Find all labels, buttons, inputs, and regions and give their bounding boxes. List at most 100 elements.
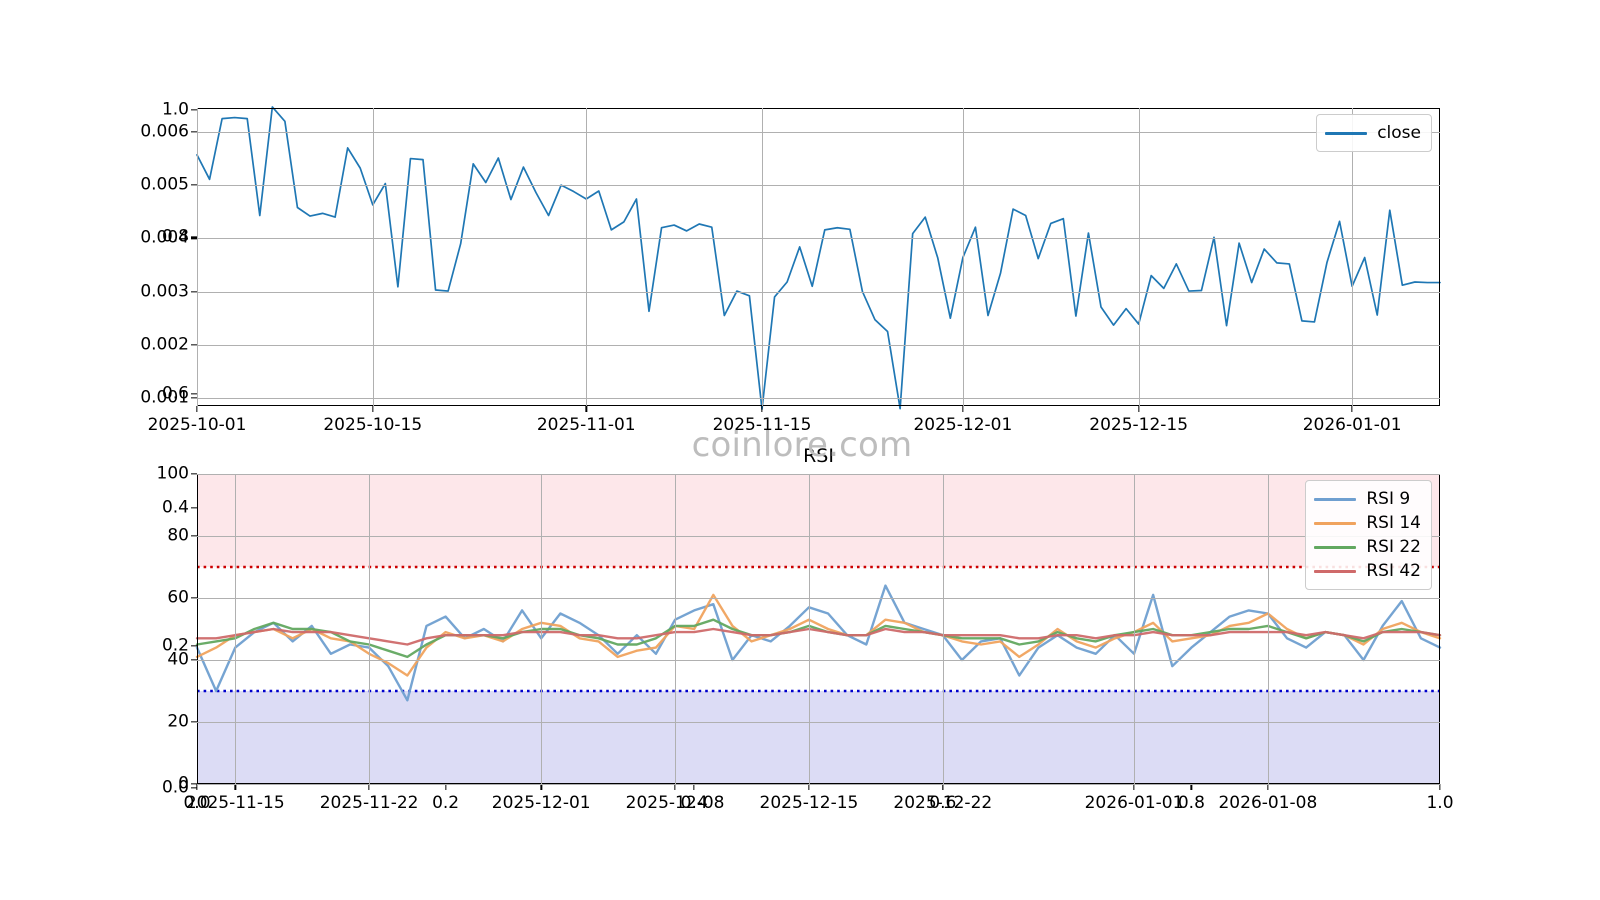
rsi-y-tick-label: 80 xyxy=(167,525,189,546)
overbought-band xyxy=(197,474,1440,567)
rsi-x-tick-label: 2025-12-01 xyxy=(491,793,591,813)
rsi-overlay-x-tick-label: 0.8 xyxy=(1177,793,1205,813)
price-y-tick-label: 0.001 xyxy=(140,387,189,408)
gridline-vertical xyxy=(369,474,371,784)
price-y-tick-label: 0.005 xyxy=(140,174,189,195)
gridline-horizontal xyxy=(197,474,1440,475)
y-tick-mark xyxy=(191,397,197,399)
rsi-overlay-x-tick-label: 0.6 xyxy=(929,793,957,813)
rsi-legend[interactable]: RSI 9 RSI 14 RSI 22 RSI 42 xyxy=(1305,480,1432,590)
gridline-horizontal xyxy=(197,722,1440,723)
rsi-22-line xyxy=(195,618,1442,659)
legend-color-swatch xyxy=(1314,521,1357,525)
x-tick-mark xyxy=(585,406,587,412)
y-tick-mark xyxy=(191,721,197,723)
gridline-vertical xyxy=(1138,108,1140,406)
rsi-legend-item[interactable]: RSI 22 xyxy=(1314,535,1421,559)
legend-label: RSI 14 xyxy=(1366,513,1421,533)
price-legend[interactable]: close xyxy=(1316,114,1432,152)
x-tick-mark xyxy=(693,784,695,790)
y-tick-mark xyxy=(191,783,197,785)
rsi-overlay-x-tick-label: 1.0 xyxy=(1426,793,1454,813)
legend-color-swatch xyxy=(1314,497,1357,501)
legend-color-swatch xyxy=(1314,545,1357,549)
price-y-tick-label: 0.002 xyxy=(140,334,189,355)
rsi-overlay-x-tick-label: 0.0 xyxy=(183,793,211,813)
x-tick-mark xyxy=(1138,406,1140,412)
price-y-tick-label: 0.004 xyxy=(140,227,189,248)
x-tick-mark xyxy=(761,406,763,412)
gridline-horizontal xyxy=(197,660,1440,661)
rsi-x-tick-label: 2026-01-01 xyxy=(1084,793,1184,813)
rsi-x-tick-label: 2025-11-15 xyxy=(185,793,285,813)
rsi-x-tick-label: 2025-12-08 xyxy=(625,793,725,813)
rsi-y-tick-label: 40 xyxy=(167,649,189,670)
rsi-legend-item[interactable]: RSI 9 xyxy=(1314,487,1421,511)
x-tick-mark xyxy=(1351,406,1353,412)
rsi-overlay-x-tick-label: 0.2 xyxy=(432,793,460,813)
x-tick-mark xyxy=(1267,784,1269,790)
gridline-horizontal xyxy=(197,598,1440,599)
price-y-tick-label: 0.006 xyxy=(140,121,189,142)
rsi-14-line xyxy=(195,593,1442,677)
x-tick-mark xyxy=(196,784,198,790)
gridline-vertical xyxy=(235,474,237,784)
rsi-legend-item[interactable]: RSI 42 xyxy=(1314,559,1421,583)
gridline-vertical xyxy=(541,474,543,784)
legend-label: RSI 42 xyxy=(1366,561,1421,581)
gridline-horizontal xyxy=(197,185,1440,187)
x-tick-mark xyxy=(372,406,374,412)
gridline-vertical xyxy=(808,474,810,784)
y-tick-mark xyxy=(191,473,197,475)
y-tick-mark xyxy=(191,237,197,240)
rsi-42-line xyxy=(195,627,1442,646)
x-tick-mark xyxy=(368,784,370,790)
y-tick-mark xyxy=(191,184,197,186)
price-y-tick-label: 0.003 xyxy=(140,281,189,302)
gridline-vertical xyxy=(762,108,763,406)
rsi-y-tick-label: 0 xyxy=(178,773,189,794)
price-x-tick-label: 2025-11-01 xyxy=(536,415,636,435)
legend-label: RSI 22 xyxy=(1366,537,1421,557)
price-x-tick-label: 2025-12-15 xyxy=(1089,415,1189,435)
x-tick-mark xyxy=(1190,784,1193,790)
legend-label: close xyxy=(1377,123,1421,143)
x-tick-mark xyxy=(942,784,944,790)
close-legend-item[interactable]: close xyxy=(1325,121,1421,145)
price-chart-axes: 0.001 0.002 0.003 0.004 0.005 0.006 0.6 0.8 1.0 … xyxy=(140,101,1441,434)
y-tick-mark xyxy=(191,344,197,346)
rsi-chart-title: RSI xyxy=(803,445,834,467)
price-overlay-y-tick-label: 1.0 xyxy=(161,99,189,120)
rsi-overlay-x-tick-label: 0.4 xyxy=(680,793,708,813)
x-tick-mark xyxy=(540,784,542,790)
y-tick-mark xyxy=(191,535,197,537)
x-tick-mark xyxy=(674,784,676,790)
x-tick-mark xyxy=(1439,784,1441,790)
rsi-overlay-y-tick-label: 0.2 xyxy=(161,635,189,656)
rsi-plot xyxy=(195,474,1442,784)
y-tick-mark xyxy=(191,109,197,111)
x-tick-mark xyxy=(1133,784,1135,790)
y-tick-mark xyxy=(191,393,197,395)
rsi-x-tick-label: 2025-12-22 xyxy=(893,793,993,813)
gridline-vertical xyxy=(372,108,374,406)
rsi-overlay-y-tick-label: 0.4 xyxy=(161,497,189,518)
rsi-overlay-y-tick-label: 0.0 xyxy=(161,777,189,798)
gridline-horizontal xyxy=(197,344,1440,346)
rsi-9-line xyxy=(195,584,1442,702)
legend-color-swatch xyxy=(1314,569,1357,573)
rsi-chart-axes: 0 20 40 60 80 100 0.0 0.2 0.4 2025-11-15 2025-11-… xyxy=(157,446,1454,812)
gridline-horizontal xyxy=(197,784,1440,785)
gridline-horizontal xyxy=(197,131,1440,133)
legend-color-swatch xyxy=(1325,131,1368,135)
rsi-legend-item[interactable]: RSI 14 xyxy=(1314,511,1421,535)
y-tick-mark xyxy=(191,236,197,239)
x-tick-mark xyxy=(444,784,447,790)
price-x-tick-label: 2026-01-01 xyxy=(1302,415,1402,435)
x-tick-mark xyxy=(196,406,198,412)
x-tick-mark xyxy=(962,406,964,412)
rsi-x-tick-label: 2025-11-22 xyxy=(319,793,419,813)
price-x-tick-label: 2025-12-01 xyxy=(913,415,1013,435)
y-tick-mark xyxy=(191,507,197,509)
y-tick-mark xyxy=(191,659,197,661)
